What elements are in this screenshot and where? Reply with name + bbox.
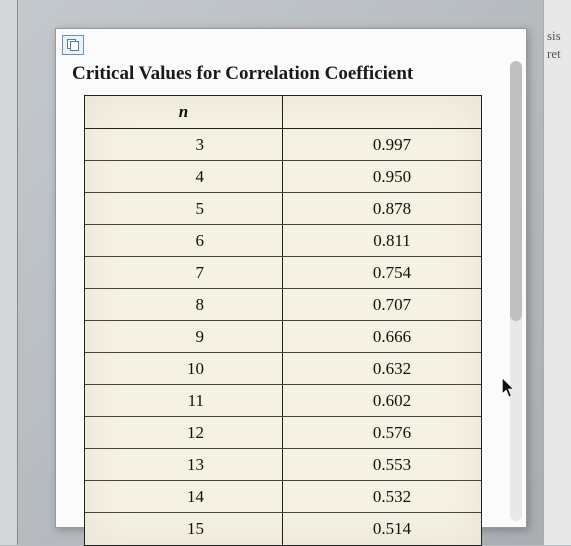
table-row: 120.576 [85,417,481,449]
cell-value: 0.666 [283,321,481,352]
table-row: 90.666 [85,321,481,353]
cell-n: 3 [85,129,283,160]
critical-values-table: n 30.99740.95050.87860.81170.75480.70790… [84,95,482,546]
table-header-row: n [85,96,481,129]
table-row: 80.707 [85,289,481,321]
vertical-scrollbar[interactable] [510,61,522,521]
cell-n: 12 [85,417,283,448]
cell-n: 4 [85,161,283,192]
table-row: 60.811 [85,225,481,257]
cell-value: 0.576 [283,417,481,448]
cell-value: 0.878 [283,193,481,224]
table-row: 40.950 [85,161,481,193]
cell-value: 0.997 [283,129,481,160]
table-row: 140.532 [85,481,481,513]
table-row: 30.997 [85,129,481,161]
cell-n: 14 [85,481,283,512]
cell-value: 0.553 [283,449,481,480]
right-page-edge: sis ret [543,0,571,545]
cell-n: 8 [85,289,283,320]
cell-value: 0.754 [283,257,481,288]
table-row: 110.602 [85,385,481,417]
table-row: 70.754 [85,257,481,289]
table-title: Critical Values for Correlation Coeffici… [72,63,413,85]
cell-value: 0.707 [283,289,481,320]
copy-icon[interactable] [62,35,84,55]
cell-n: 10 [85,353,283,384]
table-row: 50.878 [85,193,481,225]
cell-value: 0.811 [283,225,481,256]
table-row: 100.632 [85,353,481,385]
cell-value: 0.602 [283,385,481,416]
text-fragment: sis [547,28,571,44]
cell-value: 0.950 [283,161,481,192]
cell-n: 5 [85,193,283,224]
column-header-value [283,96,481,128]
cell-value: 0.632 [283,353,481,384]
cell-n: 9 [85,321,283,352]
cell-n: 13 [85,449,283,480]
left-page-edge [0,0,18,545]
cell-n: 7 [85,257,283,288]
table-row: 150.514 [85,513,481,545]
text-fragment: ret [547,46,571,62]
cell-value: 0.514 [283,513,481,545]
cell-n: 11 [85,385,283,416]
cell-n: 6 [85,225,283,256]
popup-window: Critical Values for Correlation Coeffici… [55,28,527,528]
table-body: 30.99740.95050.87860.81170.75480.70790.6… [85,129,481,545]
cell-n: 15 [85,513,283,545]
cell-value: 0.532 [283,481,481,512]
scrollbar-thumb[interactable] [510,61,522,321]
column-header-n: n [85,96,283,128]
table-row: 130.553 [85,449,481,481]
